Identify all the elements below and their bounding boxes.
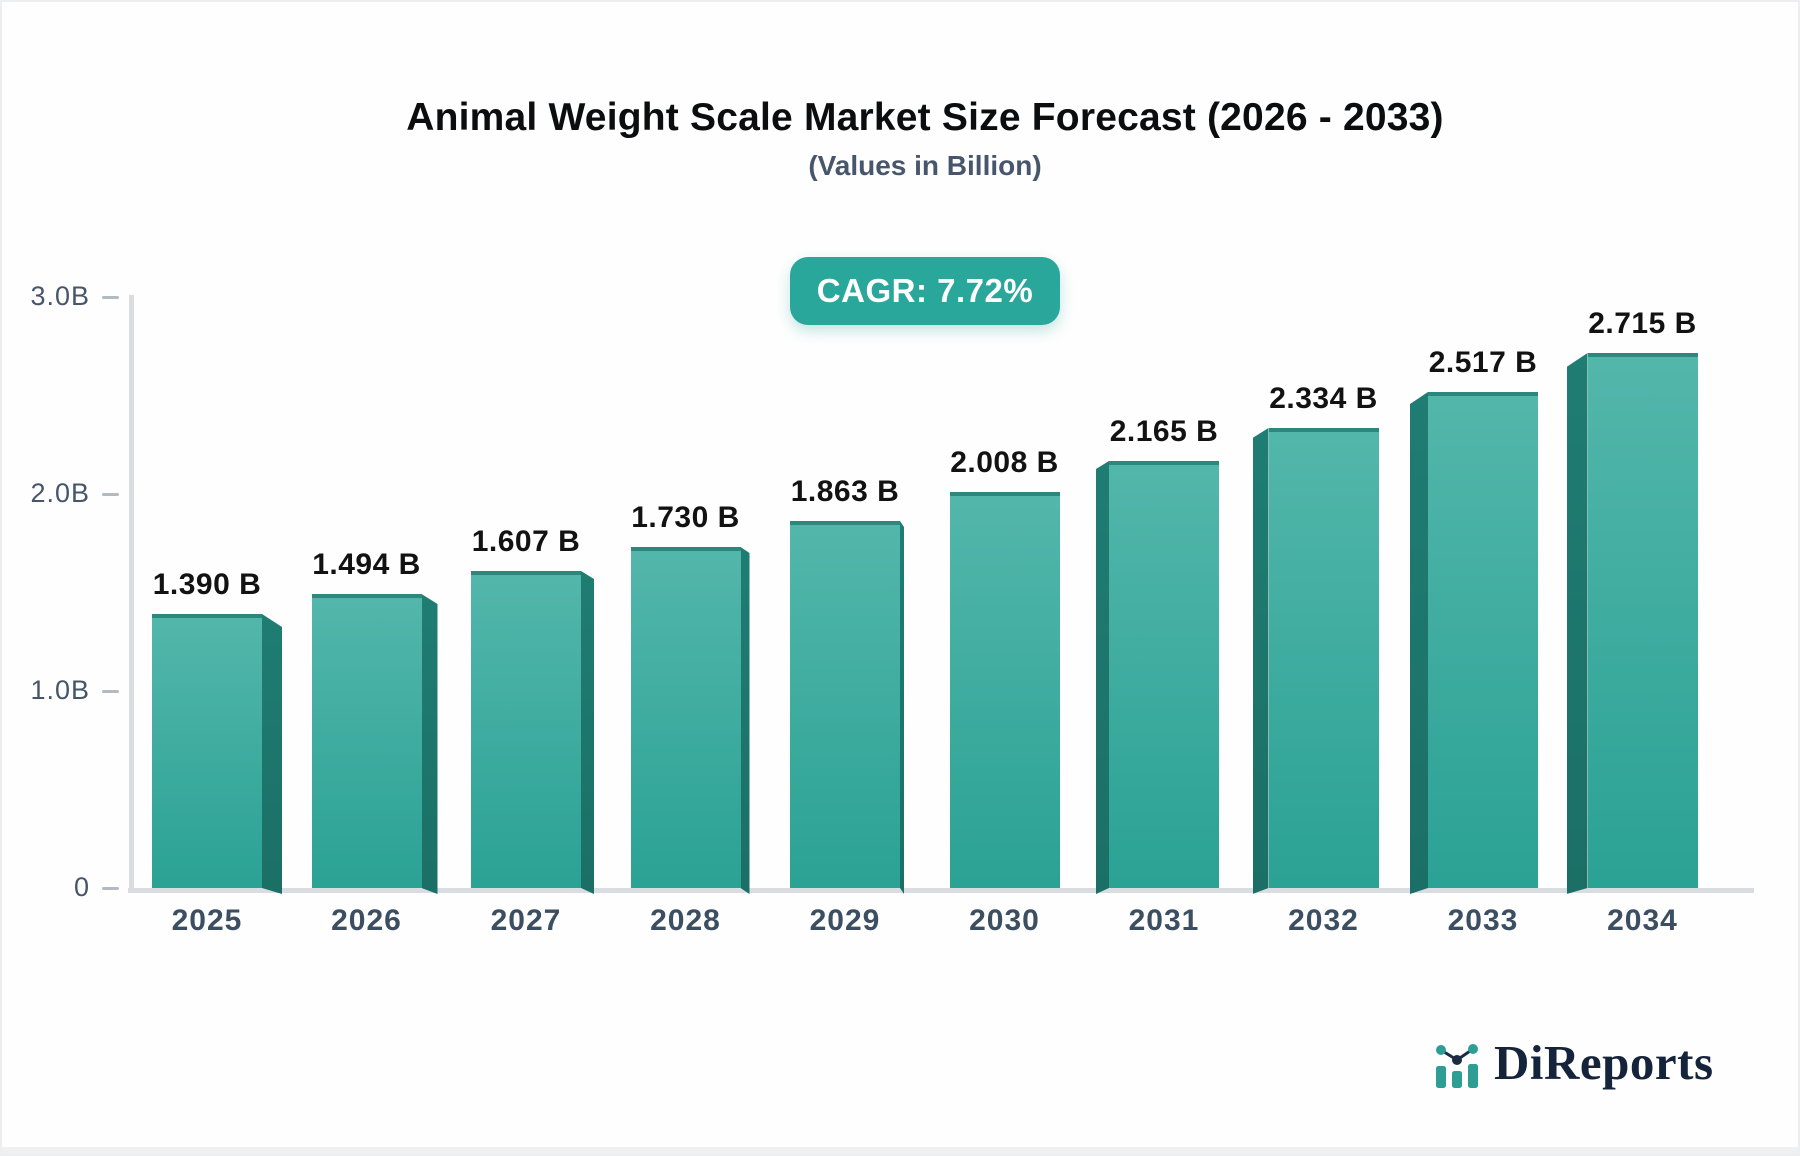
brand-logo-icon	[1436, 1044, 1478, 1088]
brand-logo: DiReports	[1430, 1032, 1714, 1094]
bar	[152, 614, 262, 888]
bar-3d-side	[581, 571, 594, 894]
bar-value-label: 2.715 B	[1588, 307, 1697, 340]
x-axis-label: 2033	[1447, 904, 1519, 937]
bar-3d-side	[1410, 392, 1428, 894]
bar	[1428, 392, 1538, 888]
bar	[1268, 428, 1379, 888]
chart-subtitle: (Values in Billion)	[808, 150, 1042, 181]
bar-value-label: 1.863 B	[790, 475, 900, 508]
y-tick-label: 2.0B	[30, 478, 90, 508]
bar-3d-side	[1096, 461, 1109, 894]
bar-value-label: 2.517 B	[1428, 346, 1538, 379]
y-tick-mark	[102, 493, 119, 496]
chart-title: Animal Weight Scale Market Size Forecast…	[406, 96, 1444, 139]
bar-3d-side	[900, 521, 904, 894]
y-tick-label: 0	[73, 872, 90, 902]
y-tick-label: 1.0B	[30, 675, 90, 705]
x-axis-label: 2030	[969, 904, 1040, 937]
bar-value-label: 1.730 B	[631, 501, 740, 534]
y-tick-mark	[102, 887, 119, 890]
brand-logo-text: DiReports	[1494, 1035, 1714, 1090]
x-axis-label: 2034	[1607, 904, 1678, 937]
y-tick-mark	[102, 690, 119, 693]
x-axis-label: 2028	[650, 904, 721, 937]
bar-3d-side	[1567, 353, 1588, 894]
bar-value-label: 2.334 B	[1269, 382, 1378, 415]
bar	[1587, 353, 1698, 888]
bar-value-label: 1.390 B	[152, 568, 262, 601]
bar-value-label: 2.008 B	[950, 446, 1059, 479]
bar	[949, 492, 1060, 888]
bar-3d-side	[1253, 428, 1269, 894]
bar-3d-side	[262, 614, 282, 894]
x-axis-label: 2029	[809, 904, 881, 937]
x-axis-label: 2031	[1128, 904, 1200, 937]
y-tick-label: 3.0B	[30, 281, 90, 311]
x-axis-label: 2026	[331, 904, 402, 937]
x-axis-label: 2032	[1288, 904, 1359, 937]
x-axis-line	[128, 888, 1754, 893]
y-axis-line	[129, 295, 134, 890]
bar	[1109, 461, 1219, 888]
bar-3d-side	[741, 547, 750, 894]
y-tick-mark	[102, 296, 119, 299]
cagr-badge: CAGR: 7.72%	[790, 257, 1060, 325]
bar-value-label: 2.165 B	[1109, 415, 1219, 448]
x-axis-label: 2025	[171, 904, 243, 937]
bar	[790, 521, 900, 888]
cagr-badge-label: CAGR: 7.72%	[816, 272, 1034, 309]
bar-value-label: 1.494 B	[312, 548, 421, 581]
bar	[630, 547, 741, 888]
bar	[311, 594, 422, 888]
bar-3d-side	[422, 594, 438, 894]
bar	[471, 571, 581, 888]
x-axis-label: 2027	[490, 904, 562, 937]
bar-value-label: 1.607 B	[471, 525, 581, 558]
